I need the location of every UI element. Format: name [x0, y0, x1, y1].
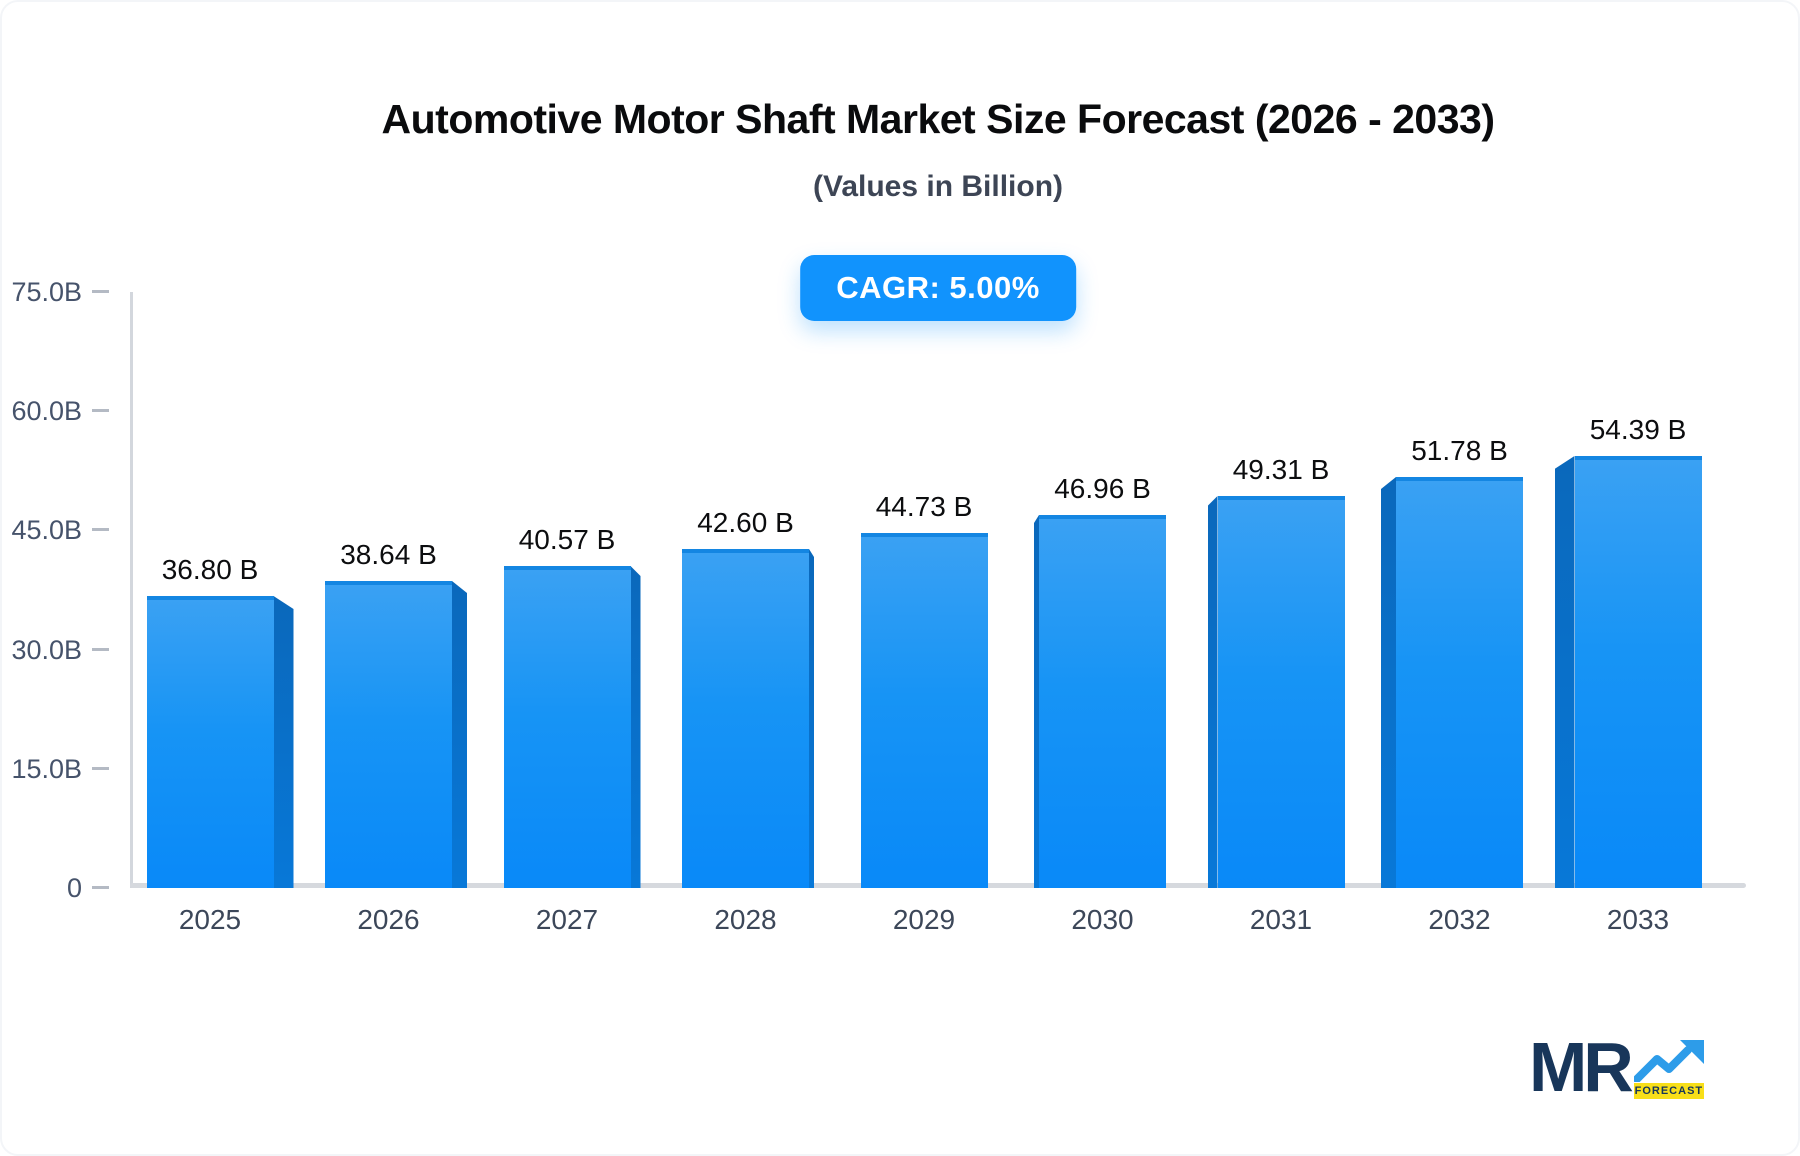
bar-side-face — [1034, 515, 1039, 888]
bar-2029 — [860, 533, 988, 888]
y-axis-tick-mark — [92, 290, 109, 293]
y-axis-tick-label: 60.0B — [11, 396, 82, 427]
bar-face — [1039, 515, 1166, 888]
bar-value-label: 44.73 B — [875, 491, 973, 522]
bar-side-face — [809, 549, 814, 888]
y-axis-line — [130, 292, 133, 888]
y-axis-tick-mark — [92, 647, 109, 651]
y-axis: 0 15.0B 30.0B 45.0B 60.0B 75.0B — [2, 277, 132, 903]
bar-value-label: 42.60 B — [697, 507, 794, 538]
x-axis-label: 2027 — [535, 904, 599, 935]
bar-face — [1396, 477, 1523, 888]
x-axis-label: 2030 — [1071, 904, 1134, 935]
cagr-badge: CAGR: 5.00% — [800, 255, 1076, 321]
bar-face — [1217, 496, 1345, 888]
y-axis-tick-label: 15.0B — [11, 753, 82, 784]
bar-value-label: 40.57 B — [518, 524, 616, 555]
bar-value-label: 51.78 B — [1411, 435, 1508, 466]
y-axis-tick-mark — [92, 766, 109, 770]
bar-side-face — [1207, 496, 1218, 888]
bar-2025 — [146, 596, 294, 888]
x-axis-label: 2033 — [1606, 904, 1670, 935]
bar-face — [325, 581, 452, 888]
bar-2033 — [1554, 456, 1702, 888]
page-title: Automotive Motor Shaft Market Size Forec… — [381, 96, 1495, 142]
bar-face — [682, 549, 809, 888]
brand-logo: MR FORECAST — [1529, 1028, 1704, 1106]
bar-side-face — [273, 596, 294, 888]
bar-side-face — [1554, 456, 1575, 888]
bar-value-label: 38.64 B — [340, 539, 437, 570]
forecast-tag: FORECAST — [1633, 1083, 1704, 1099]
y-axis-tick-mark — [92, 528, 109, 532]
trend-arrow-icon — [1633, 1040, 1704, 1082]
x-axis-label: 2028 — [714, 904, 777, 935]
bar-face — [146, 596, 274, 888]
bar-2026 — [325, 581, 467, 888]
bar-2032 — [1381, 477, 1523, 888]
bar-value-label: 46.96 B — [1054, 473, 1151, 504]
y-axis-tick-label: 0 — [66, 873, 82, 903]
bar-2030 — [1034, 515, 1166, 888]
bar-side-face — [452, 581, 467, 888]
bar-2028 — [682, 549, 814, 888]
x-axis-label: 2025 — [178, 904, 242, 935]
plot-area: 36.80 B 38.64 B 40.57 B 42.60 B 44.73 B 46.96… — [132, 292, 1716, 888]
bar-value-label: 54.39 B — [1589, 414, 1687, 445]
bar-side-face — [1381, 477, 1396, 888]
y-axis-tick-label: 75.0B — [11, 277, 82, 307]
bar-value-label: 49.31 B — [1232, 454, 1330, 485]
bar-face — [860, 533, 988, 888]
bar-side-face — [630, 566, 641, 888]
x-axis-label: 2026 — [357, 904, 420, 935]
x-axis-label: 2031 — [1249, 904, 1313, 935]
x-axis-label: 2029 — [892, 904, 956, 935]
x-axis: 2025 2026 2027 2028 2029 2030 2031 2032 2033 — [132, 904, 1716, 944]
y-axis-tick-mark — [92, 886, 109, 889]
bar-face — [1574, 456, 1702, 888]
mr-logo-text: MR — [1529, 1028, 1634, 1106]
bar-face — [503, 566, 631, 888]
bar-value-label: 36.80 B — [161, 554, 259, 585]
y-axis-tick-label: 45.0B — [11, 515, 82, 546]
bar-2031 — [1207, 496, 1345, 888]
y-axis-tick-label: 30.0B — [11, 634, 82, 665]
y-axis-tick-mark — [92, 409, 109, 413]
page-subtitle: (Values in Billion) — [812, 170, 1064, 203]
x-axis-label: 2032 — [1428, 904, 1491, 935]
bar-2027 — [503, 566, 641, 888]
